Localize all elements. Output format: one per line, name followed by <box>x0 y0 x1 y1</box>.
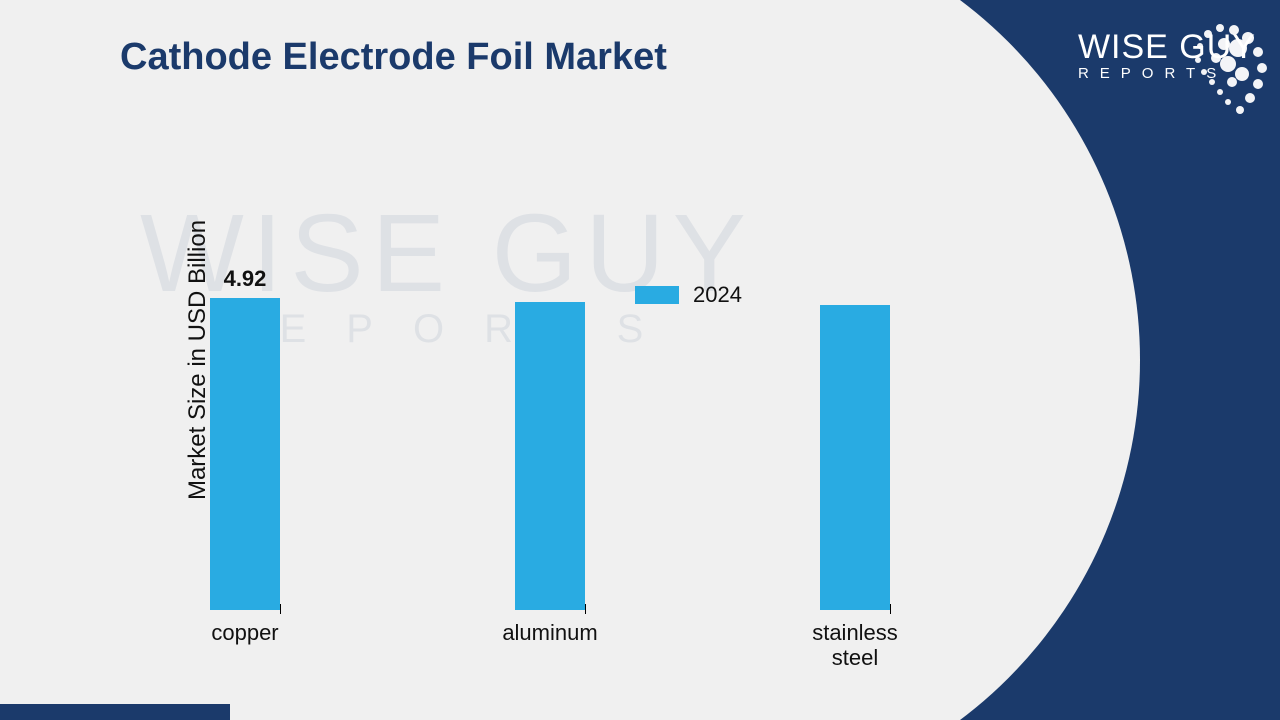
bar-stainless-steel <box>820 305 890 610</box>
bar-copper: 4.92 <box>210 298 280 610</box>
x-tick <box>585 604 586 614</box>
bottom-accent-bar <box>0 704 230 720</box>
brand-logo: WISE GUY REPORTS <box>1078 28 1256 82</box>
x-tick <box>890 604 891 614</box>
x-label-aluminum: aluminum <box>502 620 597 645</box>
brand-line2: REPORTS <box>1078 65 1256 82</box>
brand-line1: WISE GUY <box>1078 28 1256 67</box>
report-canvas: WISE GUY REPORTS WISE GUY REPORTS Cathod… <box>0 0 1280 720</box>
x-label-copper: copper <box>211 620 278 645</box>
x-label-stainless-steel: stainless steel <box>812 620 898 671</box>
bar-value-label: 4.92 <box>224 266 267 292</box>
bar-aluminum <box>515 302 585 610</box>
plot-area: 2024 4.92 copper aluminum stainless stee… <box>120 140 940 610</box>
x-tick <box>280 604 281 614</box>
chart-title: Cathode Electrode Foil Market <box>120 36 667 79</box>
bars-container: 4.92 copper aluminum stainless steel <box>120 140 940 610</box>
